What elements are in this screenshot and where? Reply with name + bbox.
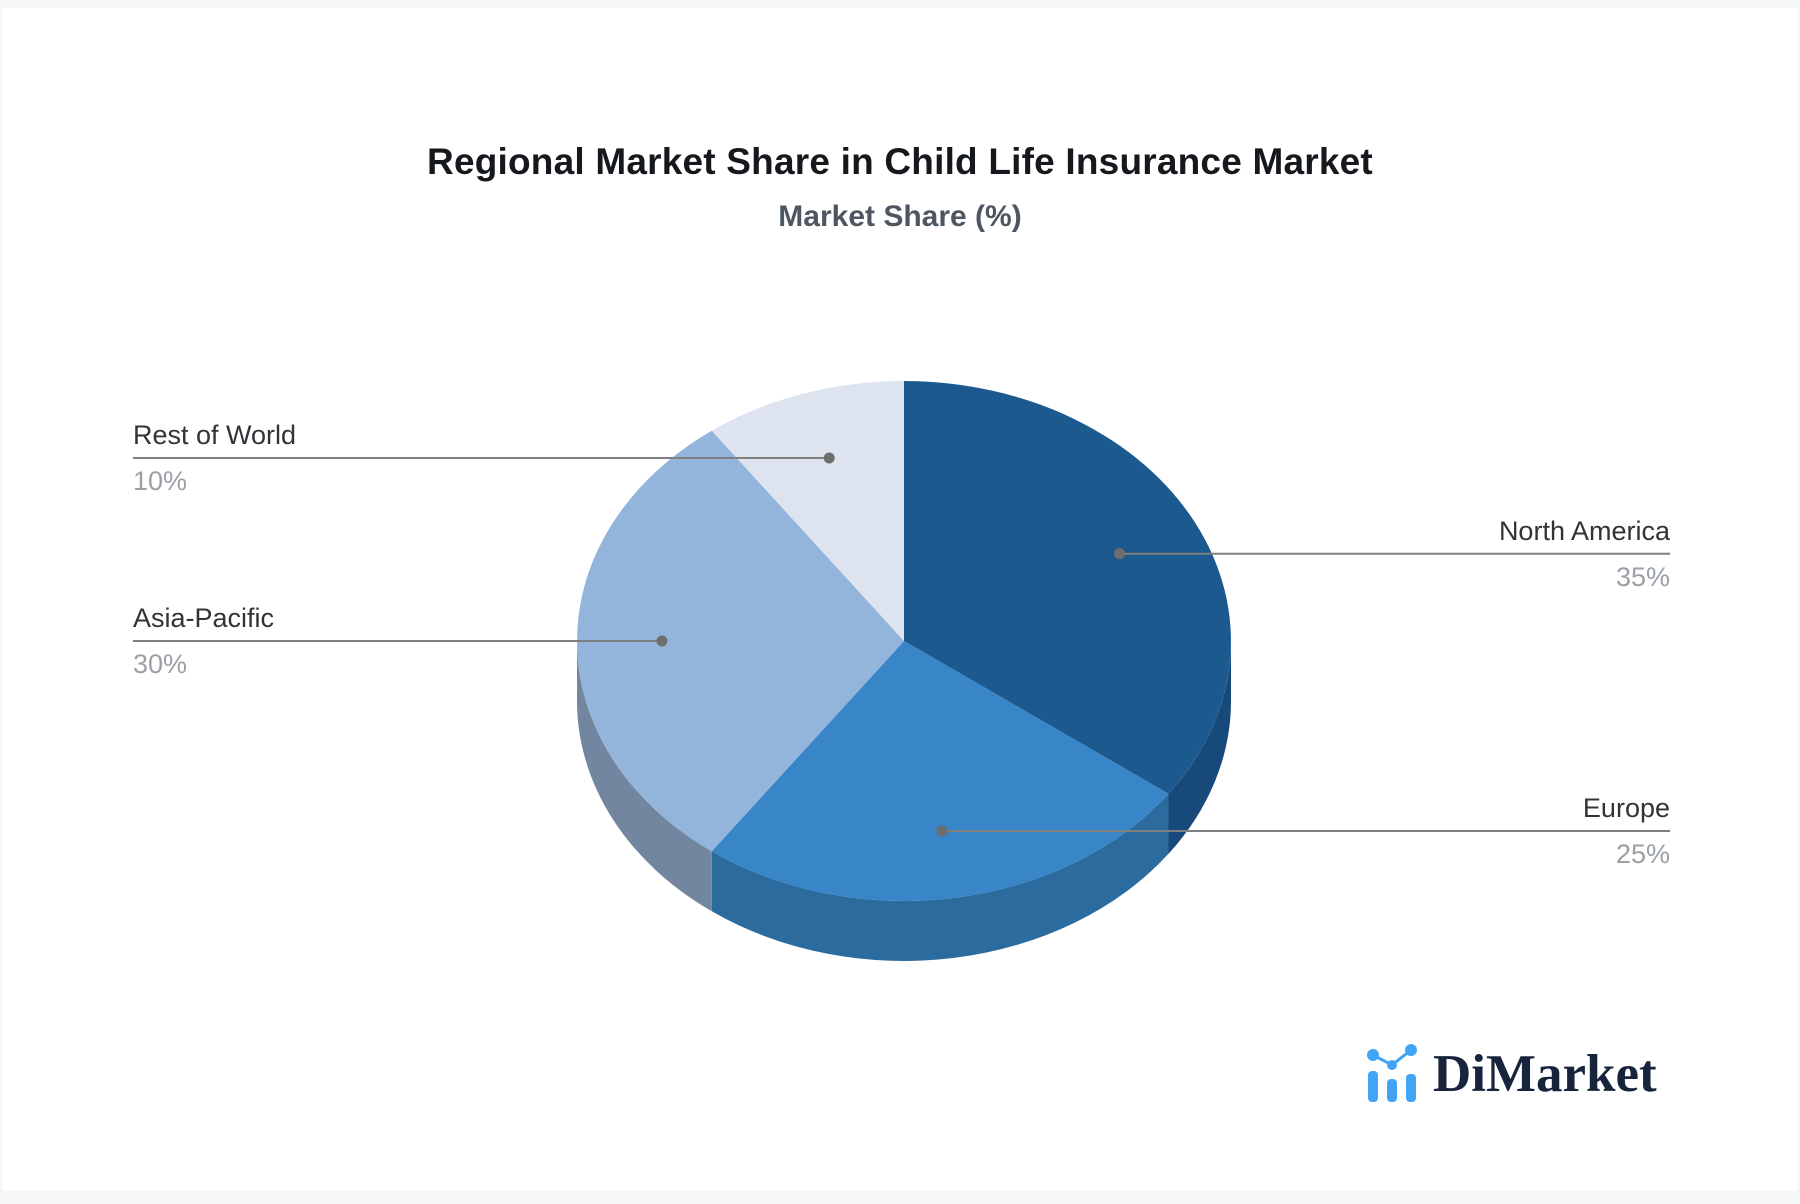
logo-text: DiMarket [1433, 1045, 1657, 1103]
chart-canvas: Regional Market Share in Child Life Insu… [2, 8, 1798, 1191]
pie-slice-side-europe [711, 793, 1169, 961]
slice-callout-rest-of-world: Rest of World 10% [133, 418, 296, 498]
pie-slice-europe[interactable] [711, 641, 1169, 901]
pie-slice-north-america[interactable] [904, 381, 1231, 794]
slice-callout-asia-pacific: Asia-Pacific 30% [133, 601, 274, 681]
pie-slice-asia-pacific[interactable] [577, 430, 904, 852]
slice-callout-europe: Europe 25% [1583, 791, 1670, 871]
leader-dot [656, 635, 668, 647]
slice-label: Rest of World [133, 420, 297, 451]
leader-dot [936, 825, 948, 837]
pie-slice-side-north-america [1168, 641, 1231, 854]
chart-title: Regional Market Share in Child Life Insu… [427, 141, 1373, 182]
slice-label: Asia-Pacific [133, 603, 275, 633]
slice-label: Europe [1582, 793, 1670, 824]
leader-dot [1114, 548, 1126, 560]
slice-label: North America [1498, 515, 1670, 546]
pie-slice-side-asia-pacific [577, 641, 712, 912]
pie-chart [133, 381, 1670, 961]
slice-callout-north-america: North America 35% [1499, 514, 1670, 594]
bar-line-chart-icon [1367, 1044, 1417, 1102]
slice-value: 10% [133, 466, 188, 497]
slice-value: 30% [133, 649, 188, 679]
pie-slice-rest-of-world[interactable] [711, 381, 904, 641]
slice-value: 35% [1615, 561, 1670, 592]
leader-dot [823, 452, 835, 464]
dimarket-logo: DiMarket [1365, 1044, 1657, 1104]
slice-value: 25% [1615, 839, 1670, 870]
chart-subtitle: Market Share (%) [778, 200, 1022, 233]
